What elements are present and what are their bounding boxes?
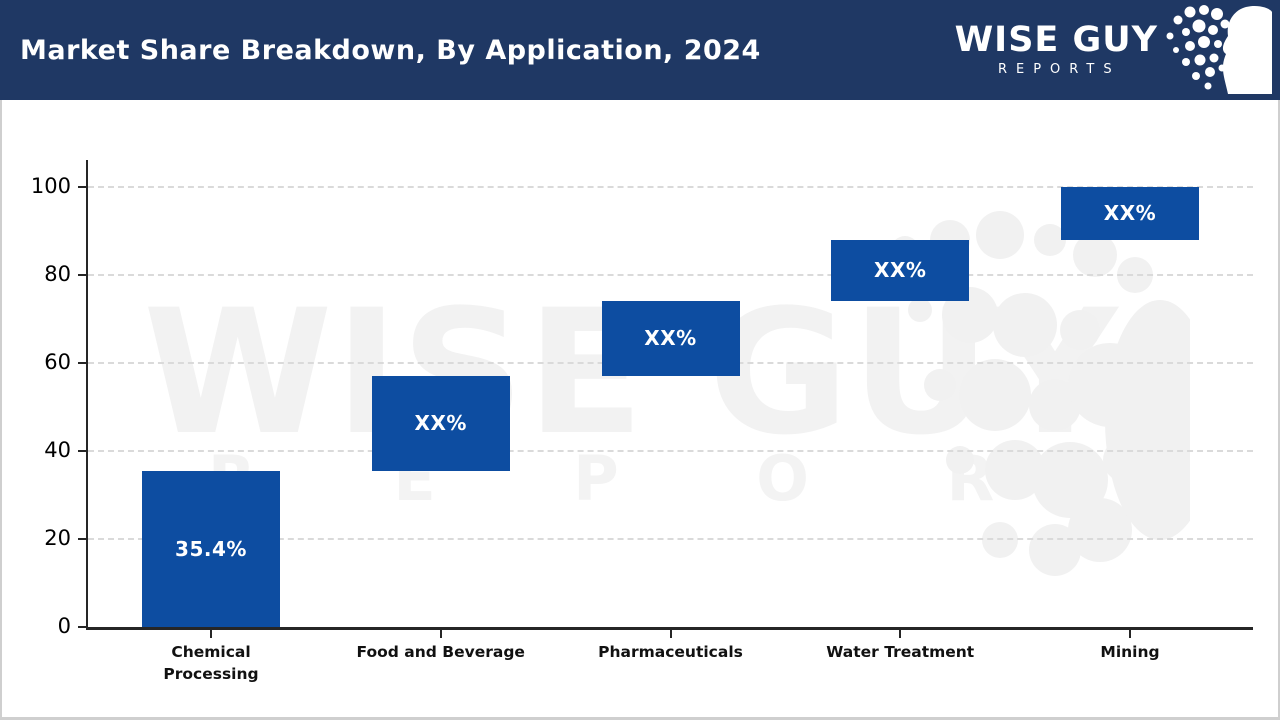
x-tick-mark-0 bbox=[210, 630, 212, 638]
y-tick-mark-80 bbox=[78, 274, 86, 276]
bar-value-label: XX% bbox=[414, 411, 467, 436]
page-border-bottom bbox=[0, 717, 1280, 720]
y-axis-line bbox=[86, 160, 88, 629]
page-border-right bbox=[1278, 100, 1280, 720]
y-tick-mark-100 bbox=[78, 186, 86, 188]
category-label-4: Mining bbox=[1100, 643, 1160, 661]
bar-segment-0: 35.4% bbox=[142, 471, 280, 627]
category-label-0: Chemical Processing bbox=[163, 643, 259, 683]
gridline-20 bbox=[88, 538, 1253, 540]
bar-value-label: XX% bbox=[874, 258, 927, 283]
y-tick-mark-0 bbox=[78, 626, 86, 628]
y-tick-mark-60 bbox=[78, 362, 86, 364]
y-tick-mark-20 bbox=[78, 538, 86, 540]
x-axis-line bbox=[86, 627, 1253, 630]
category-label-2: Pharmaceuticals bbox=[598, 643, 743, 661]
category-label-3: Water Treatment bbox=[826, 643, 975, 661]
gridline-40 bbox=[88, 450, 1253, 452]
dotted-face-icon bbox=[1166, 5, 1272, 95]
bar-value-label: XX% bbox=[1103, 201, 1157, 226]
logo-text: WISE GUY REPORTS bbox=[954, 20, 1158, 78]
gridline-100 bbox=[88, 186, 1253, 188]
logo-subtitle: REPORTS bbox=[997, 62, 1121, 77]
x-tick-mark-4 bbox=[1129, 630, 1131, 638]
x-tick-mark-3 bbox=[899, 630, 902, 638]
y-tick-label-100: 100 bbox=[30, 174, 71, 198]
bar-segment-3: XX% bbox=[831, 239, 970, 301]
logo-wordmark: WISE GUY bbox=[954, 20, 1158, 60]
y-tick-label-20: 20 bbox=[44, 526, 71, 550]
category-label-1: Food and Beverage bbox=[356, 643, 525, 661]
y-tick-mark-40 bbox=[78, 450, 86, 452]
bar-value-label: 35.4% bbox=[175, 537, 247, 562]
header-bar: Market Share Breakdown, By Application, … bbox=[0, 0, 1280, 100]
gridline-80 bbox=[88, 274, 1253, 276]
x-tick-mark-2 bbox=[669, 630, 672, 638]
y-tick-label-0: 0 bbox=[57, 614, 71, 638]
plot-area: 0 20 40 60 80 100 35.4% Chemical Processing XX% Fo… bbox=[31, 160, 1253, 683]
chart-title: Market Share Breakdown, By Application, … bbox=[20, 34, 761, 66]
y-tick-label-60: 60 bbox=[44, 350, 71, 374]
x-tick-mark-1 bbox=[439, 630, 442, 638]
bar-segment-1: XX% bbox=[371, 375, 510, 472]
bar-segment-4: XX% bbox=[1061, 187, 1199, 240]
y-tick-label-80: 80 bbox=[44, 262, 71, 286]
bar-segment-2: XX% bbox=[601, 300, 740, 376]
wise-guy-reports-logo: WISE GUY REPORTS bbox=[955, 0, 1272, 100]
page-border-left bbox=[0, 100, 2, 720]
bar-value-label: XX% bbox=[644, 326, 697, 351]
y-tick-label-40: 40 bbox=[44, 438, 71, 462]
